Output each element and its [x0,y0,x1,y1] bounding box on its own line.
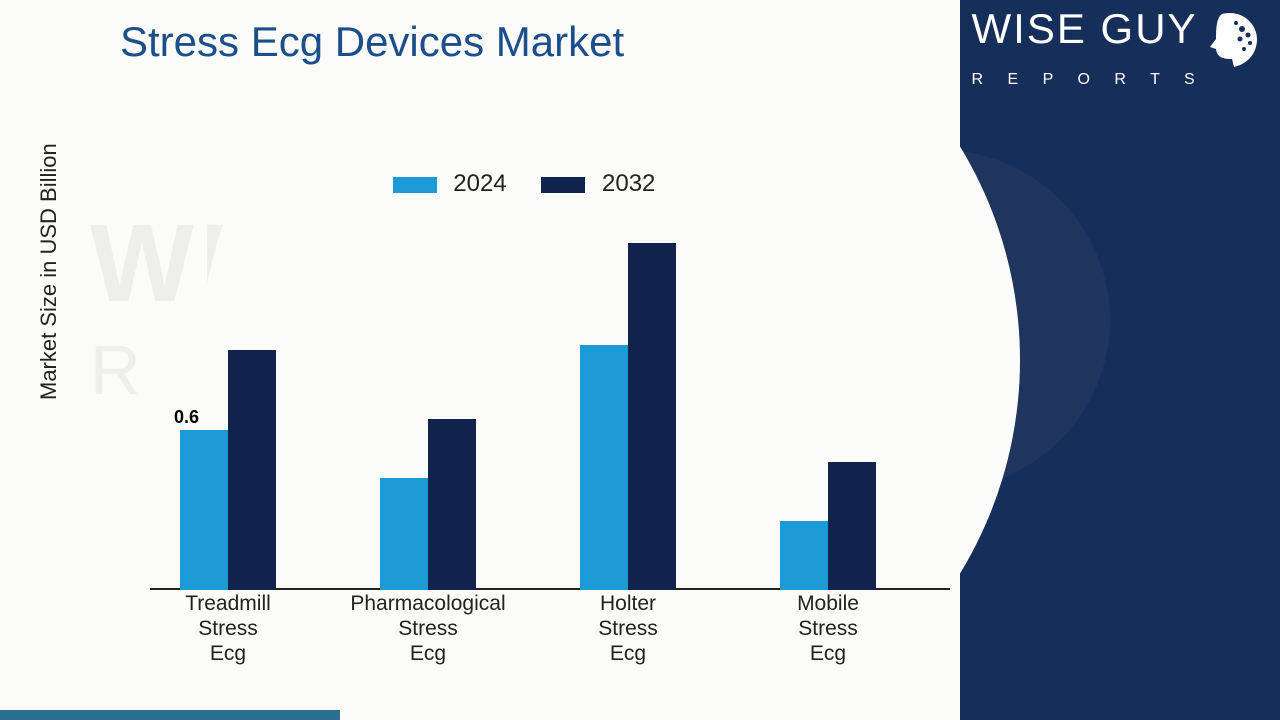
category-label: TreadmillStressEcg [138,592,318,666]
category-label: HolterStressEcg [538,592,718,666]
legend: 2024 2032 [60,170,960,198]
bottom-accent-bar [0,710,340,720]
bar-2032 [228,350,276,590]
legend-swatch-2032 [541,177,585,193]
legend-label-2024: 2024 [453,170,506,197]
bar-2032 [628,243,676,590]
brand-sub: R E P O R T S [972,71,1262,89]
bar-2024 [380,478,428,590]
y-axis-label: Market Size in USD Billion [36,143,62,400]
category-label: MobileStressEcg [738,592,918,666]
bar-2024 [180,430,228,590]
bar-value-label: 0.6 [174,407,199,428]
chart-area: Market Size in USD Billion 2024 2032 0.6… [60,170,960,670]
chart-title: Stress Ecg Devices Market [120,18,624,66]
stage: WISE GUY R E P O R T S Stress Ecg Device… [0,0,1280,720]
plot-area: 0.6 [150,230,950,590]
bar-2032 [828,462,876,590]
legend-swatch-2024 [393,177,437,193]
category-label: PharmacologicalStressEcg [338,592,518,666]
bar-2024 [780,521,828,590]
head-icon [1202,9,1262,69]
brand-name: WISE GUY [972,5,1198,52]
bar-2032 [428,419,476,590]
brand-logo: WISE GUY R E P O R T S [972,8,1262,89]
legend-label-2032: 2032 [602,170,655,197]
bar-2024 [580,345,628,590]
